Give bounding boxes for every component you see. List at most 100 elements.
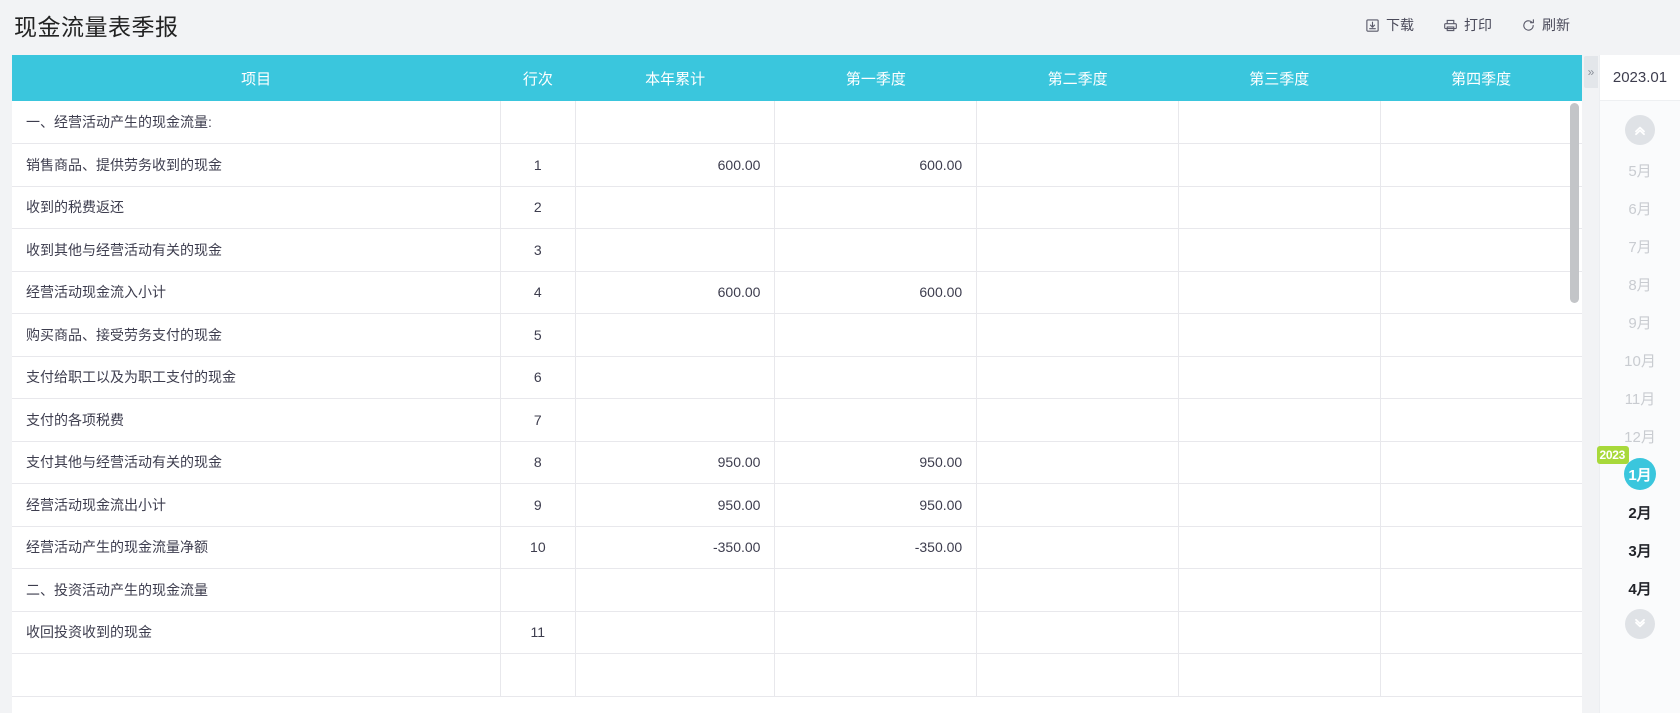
item-cell: 支付给职工以及为职工支付的现金	[12, 356, 501, 399]
table-row[interactable]: 支付其他与经营活动有关的现金 8 950.00 950.00	[12, 441, 1582, 484]
q1-cell: 950.00	[774, 483, 978, 527]
q3-cell	[1178, 611, 1381, 654]
table-row[interactable]: 支付给职工以及为职工支付的现金 6	[12, 356, 1582, 399]
line-no-cell: 11	[500, 611, 576, 654]
table-row[interactable]: 收回投资收到的现金 11	[12, 611, 1582, 654]
table-row[interactable]: 二、投资活动产生的现金流量	[12, 568, 1582, 612]
refresh-button[interactable]: 刷新	[1520, 15, 1570, 35]
q3-cell	[1178, 143, 1381, 187]
item-cell: 收到的税费返还	[12, 186, 501, 229]
month-label: 8月	[1628, 276, 1652, 294]
q3-cell	[1178, 271, 1381, 314]
table-row[interactable]	[12, 653, 1582, 697]
item-cell: 支付其他与经营活动有关的现金	[12, 441, 501, 484]
q1-cell: 950.00	[774, 441, 978, 484]
month-item-11月[interactable]: 11月	[1600, 379, 1680, 417]
q4-cell	[1380, 313, 1582, 357]
month-item-5月[interactable]: 5月	[1600, 151, 1680, 189]
month-label: 11月	[1624, 390, 1656, 408]
line-no-cell: 5	[500, 313, 576, 357]
month-label: 12月	[1624, 428, 1656, 446]
table-row[interactable]: 收到的税费返还 2	[12, 186, 1582, 229]
item-cell	[12, 653, 501, 697]
column-header-q3[interactable]: 第三季度	[1178, 55, 1381, 101]
month-item-10月[interactable]: 10月	[1600, 341, 1680, 379]
q4-cell	[1380, 228, 1582, 272]
cash-flow-table: 项目 行次 本年累计 第一季度 第二季度 第三季度 第四季度 一、经营活动产生的…	[12, 55, 1582, 697]
scrollbar-thumb[interactable]	[1570, 103, 1579, 303]
scroll-down-button[interactable]	[1625, 609, 1655, 639]
ytd-cell	[575, 568, 776, 612]
table-row[interactable]: 收到其他与经营活动有关的现金 3	[12, 228, 1582, 272]
month-item-8月[interactable]: 8月	[1600, 265, 1680, 303]
q2-cell	[976, 441, 1179, 484]
line-no-cell	[500, 653, 576, 697]
q4-cell	[1380, 356, 1582, 399]
table-row[interactable]: 经营活动现金流入小计 4 600.00 600.00	[12, 271, 1582, 314]
table-row[interactable]: 经营活动产生的现金流量净额 10 -350.00 -350.00	[12, 526, 1582, 569]
table-row[interactable]: 经营活动现金流出小计 9 950.00 950.00	[12, 483, 1582, 527]
table-row[interactable]: 一、经营活动产生的现金流量:	[12, 101, 1582, 144]
month-item-7月[interactable]: 7月	[1600, 227, 1680, 265]
q1-cell	[774, 398, 978, 442]
print-button[interactable]: 打印	[1442, 15, 1492, 35]
ytd-cell	[575, 398, 776, 442]
scroll-up-button[interactable]	[1625, 115, 1655, 145]
q3-cell	[1178, 228, 1381, 272]
refresh-icon	[1520, 17, 1536, 33]
q3-cell	[1178, 356, 1381, 399]
column-header-line-no[interactable]: 行次	[500, 55, 576, 101]
month-item-4月[interactable]: 4月	[1600, 569, 1680, 607]
q3-cell	[1178, 441, 1381, 484]
header-toolbar: 下载 打印 刷新	[1364, 15, 1582, 35]
month-label: 4月	[1628, 580, 1652, 598]
q1-cell	[774, 228, 978, 272]
chevron-double-right-icon: »	[1587, 65, 1595, 79]
period-sidebar: 2023.01 5月 6月 7月 8月 9月 10月 11月 12月 2023 1月 2月 3月 4月	[1596, 55, 1680, 713]
table-vertical-scrollbar[interactable]	[1570, 103, 1579, 711]
download-icon	[1364, 17, 1380, 33]
item-cell: 经营活动现金流入小计	[12, 271, 501, 314]
print-label: 打印	[1464, 17, 1492, 33]
ytd-cell	[575, 101, 776, 144]
ytd-cell	[575, 611, 776, 654]
q4-cell	[1380, 441, 1582, 484]
selected-period-label[interactable]: 2023.01	[1599, 55, 1680, 101]
sidebar-collapse-toggle[interactable]: »	[1584, 56, 1598, 88]
month-item-6月[interactable]: 6月	[1600, 189, 1680, 227]
q2-cell	[976, 101, 1179, 144]
item-cell: 收到其他与经营活动有关的现金	[12, 228, 501, 272]
month-list: 5月 6月 7月 8月 9月 10月 11月 12月 2023 1月 2月 3月 4月	[1596, 101, 1680, 713]
month-item-9月[interactable]: 9月	[1600, 303, 1680, 341]
download-button[interactable]: 下载	[1364, 15, 1414, 35]
table-body: 一、经营活动产生的现金流量: 销售商品、提供劳务收到的现金 1 600.00 600.0…	[12, 101, 1582, 697]
month-item-1月[interactable]: 2023 1月	[1596, 446, 1680, 493]
line-no-cell: 7	[500, 398, 576, 442]
column-header-item[interactable]: 项目	[12, 55, 501, 101]
column-header-q4[interactable]: 第四季度	[1380, 55, 1582, 101]
year-badge: 2023	[1596, 446, 1629, 464]
line-no-cell: 6	[500, 356, 576, 399]
item-cell: 销售商品、提供劳务收到的现金	[12, 143, 501, 187]
q2-cell	[976, 653, 1179, 697]
q4-cell	[1380, 398, 1582, 442]
q4-cell	[1380, 653, 1582, 697]
ytd-cell: 600.00	[575, 271, 776, 314]
ytd-cell	[575, 653, 776, 697]
line-no-cell: 9	[500, 483, 576, 527]
table-row[interactable]: 销售商品、提供劳务收到的现金 1 600.00 600.00	[12, 143, 1582, 187]
ytd-cell: -350.00	[575, 526, 776, 569]
q4-cell	[1380, 271, 1582, 314]
table-row[interactable]: 支付的各项税费 7	[12, 398, 1582, 442]
column-header-q2[interactable]: 第二季度	[976, 55, 1179, 101]
month-item-3月[interactable]: 3月	[1600, 531, 1680, 569]
month-item-12月[interactable]: 12月	[1600, 417, 1680, 455]
q1-cell	[774, 101, 978, 144]
line-no-cell: 8	[500, 441, 576, 484]
ytd-cell	[575, 228, 776, 272]
q3-cell	[1178, 526, 1381, 569]
month-item-2月[interactable]: 2月	[1600, 493, 1680, 531]
table-row[interactable]: 购买商品、接受劳务支付的现金 5	[12, 313, 1582, 357]
column-header-ytd[interactable]: 本年累计	[575, 55, 775, 101]
column-header-q1[interactable]: 第一季度	[774, 55, 977, 101]
